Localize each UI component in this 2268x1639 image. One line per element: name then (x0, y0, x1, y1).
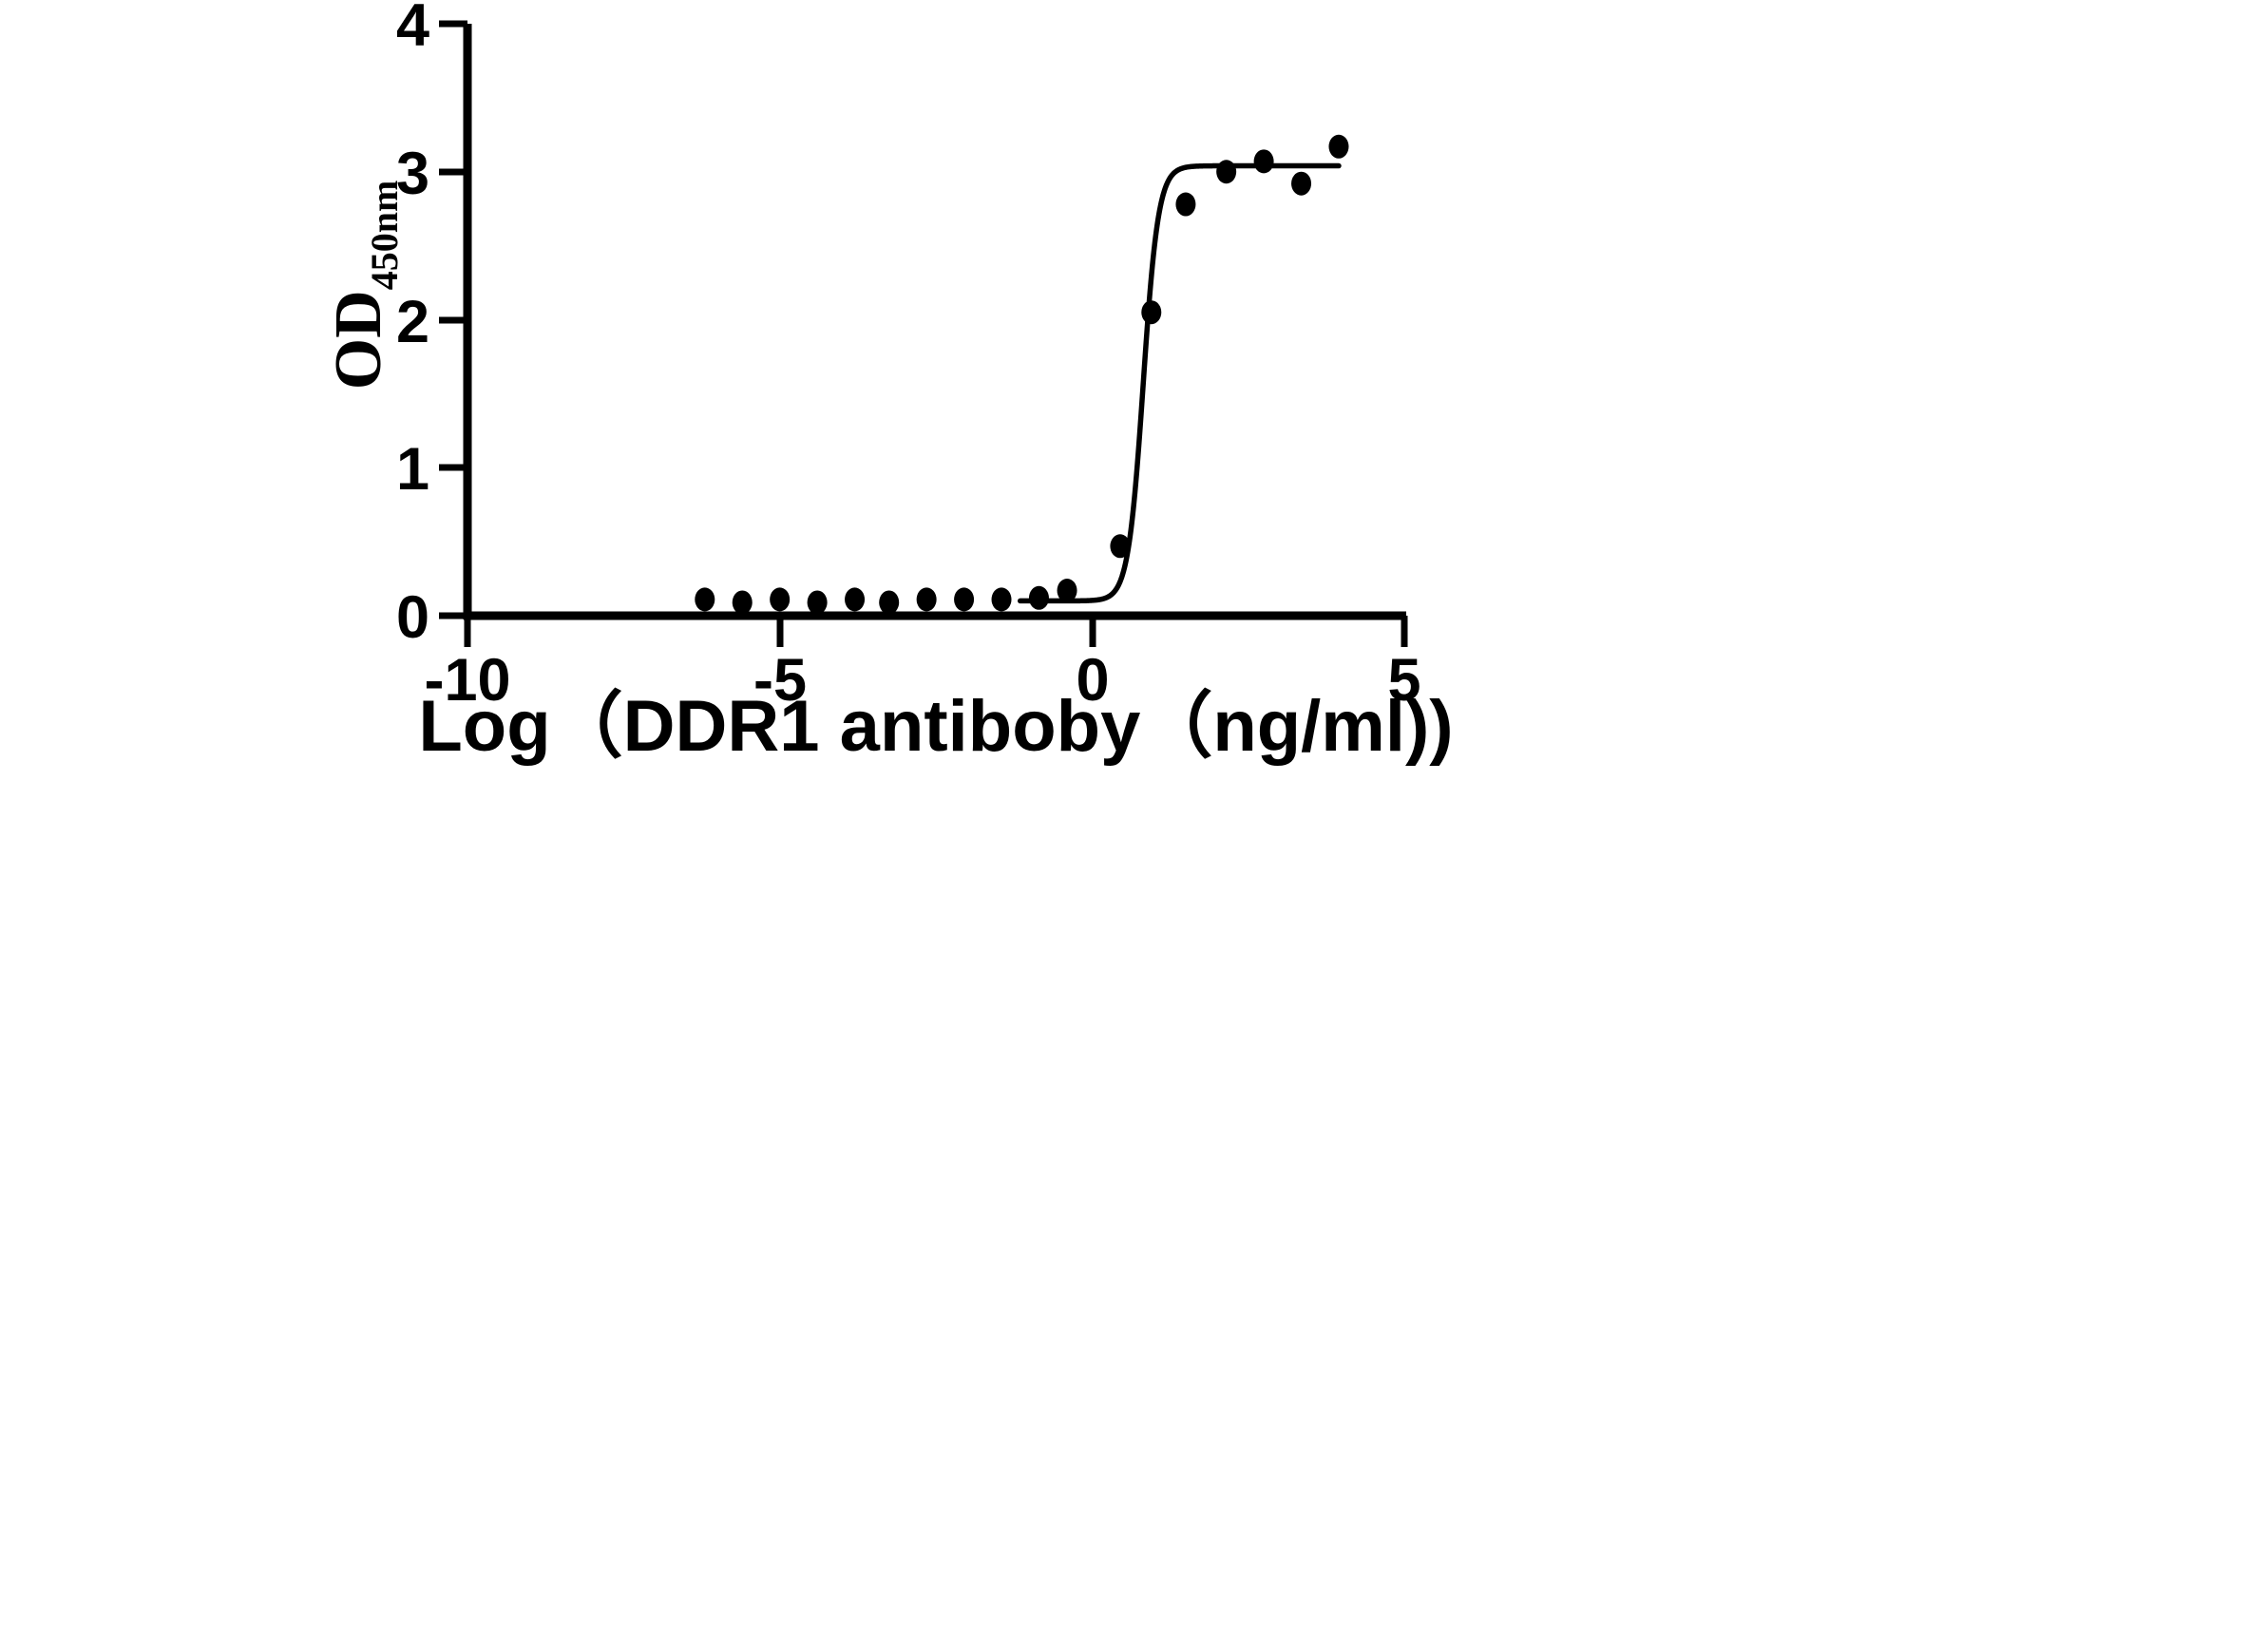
data-point (1216, 160, 1237, 184)
data-point (1291, 171, 1312, 196)
y-tick-label-3: 3 (396, 141, 429, 207)
x-tick-label-5: 5 (1387, 647, 1420, 714)
data-point (845, 587, 866, 612)
data-point (991, 587, 1012, 612)
x-axis-ticks (464, 616, 1408, 647)
data-point (879, 590, 900, 615)
data-point-markers (695, 134, 1349, 615)
data-point (732, 590, 753, 615)
data-point (1253, 149, 1274, 174)
data-point (770, 587, 791, 612)
data-point (1328, 134, 1349, 159)
y-tick-label-4: 4 (396, 0, 429, 59)
x-tick-label-neg10: -10 (424, 647, 510, 714)
y-axis-title-subscript: 450nm (363, 181, 406, 291)
y-axis-tick-labels: 4 3 2 1 0 (396, 0, 429, 651)
x-tick-label-0: 0 (1076, 647, 1109, 714)
data-point (807, 590, 828, 615)
data-point (1141, 300, 1162, 325)
y-tick-label-2: 2 (396, 289, 429, 355)
fit-curve-4pl (1017, 162, 1342, 604)
data-point (695, 587, 715, 612)
y-axis-title: OD450nm (322, 181, 406, 391)
y-tick-label-0: 0 (396, 584, 429, 651)
y-axis-title-main: OD (322, 290, 395, 390)
data-point (1057, 579, 1077, 603)
data-point (1175, 192, 1196, 217)
y-tick-label-1: 1 (396, 436, 429, 503)
x-axis-title: Log（DDR1 antiboby（ng/ml)) (418, 686, 1453, 767)
x-tick-label-neg5: -5 (753, 647, 807, 714)
data-point (1028, 585, 1049, 610)
y-axis-title-text: OD450nm (322, 181, 406, 391)
y-axis-ticks (439, 20, 467, 619)
x-axis-tick-labels: -10 -5 0 5 (424, 647, 1420, 714)
data-point (1110, 534, 1131, 559)
data-point (954, 587, 975, 612)
data-point (916, 587, 937, 612)
